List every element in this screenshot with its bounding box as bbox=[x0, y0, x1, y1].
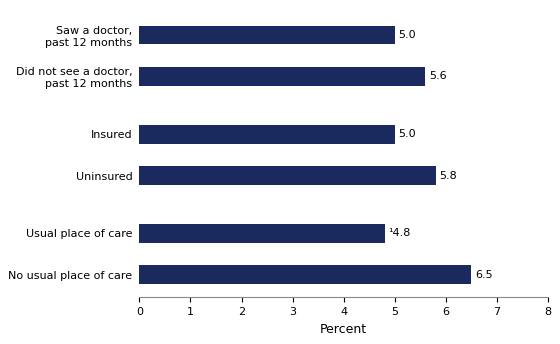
Bar bbox=[139, 26, 395, 44]
Bar bbox=[139, 125, 395, 143]
Bar bbox=[139, 67, 426, 86]
Text: 5.0: 5.0 bbox=[398, 30, 416, 40]
Text: 5.0: 5.0 bbox=[398, 129, 416, 139]
Text: 5.6: 5.6 bbox=[429, 72, 447, 82]
Bar bbox=[139, 166, 436, 185]
Bar bbox=[139, 265, 472, 284]
Bar bbox=[139, 224, 385, 243]
Text: 5.8: 5.8 bbox=[439, 171, 457, 181]
X-axis label: Percent: Percent bbox=[320, 323, 367, 336]
Text: 6.5: 6.5 bbox=[475, 270, 493, 280]
Text: ¹4.8: ¹4.8 bbox=[388, 228, 410, 238]
